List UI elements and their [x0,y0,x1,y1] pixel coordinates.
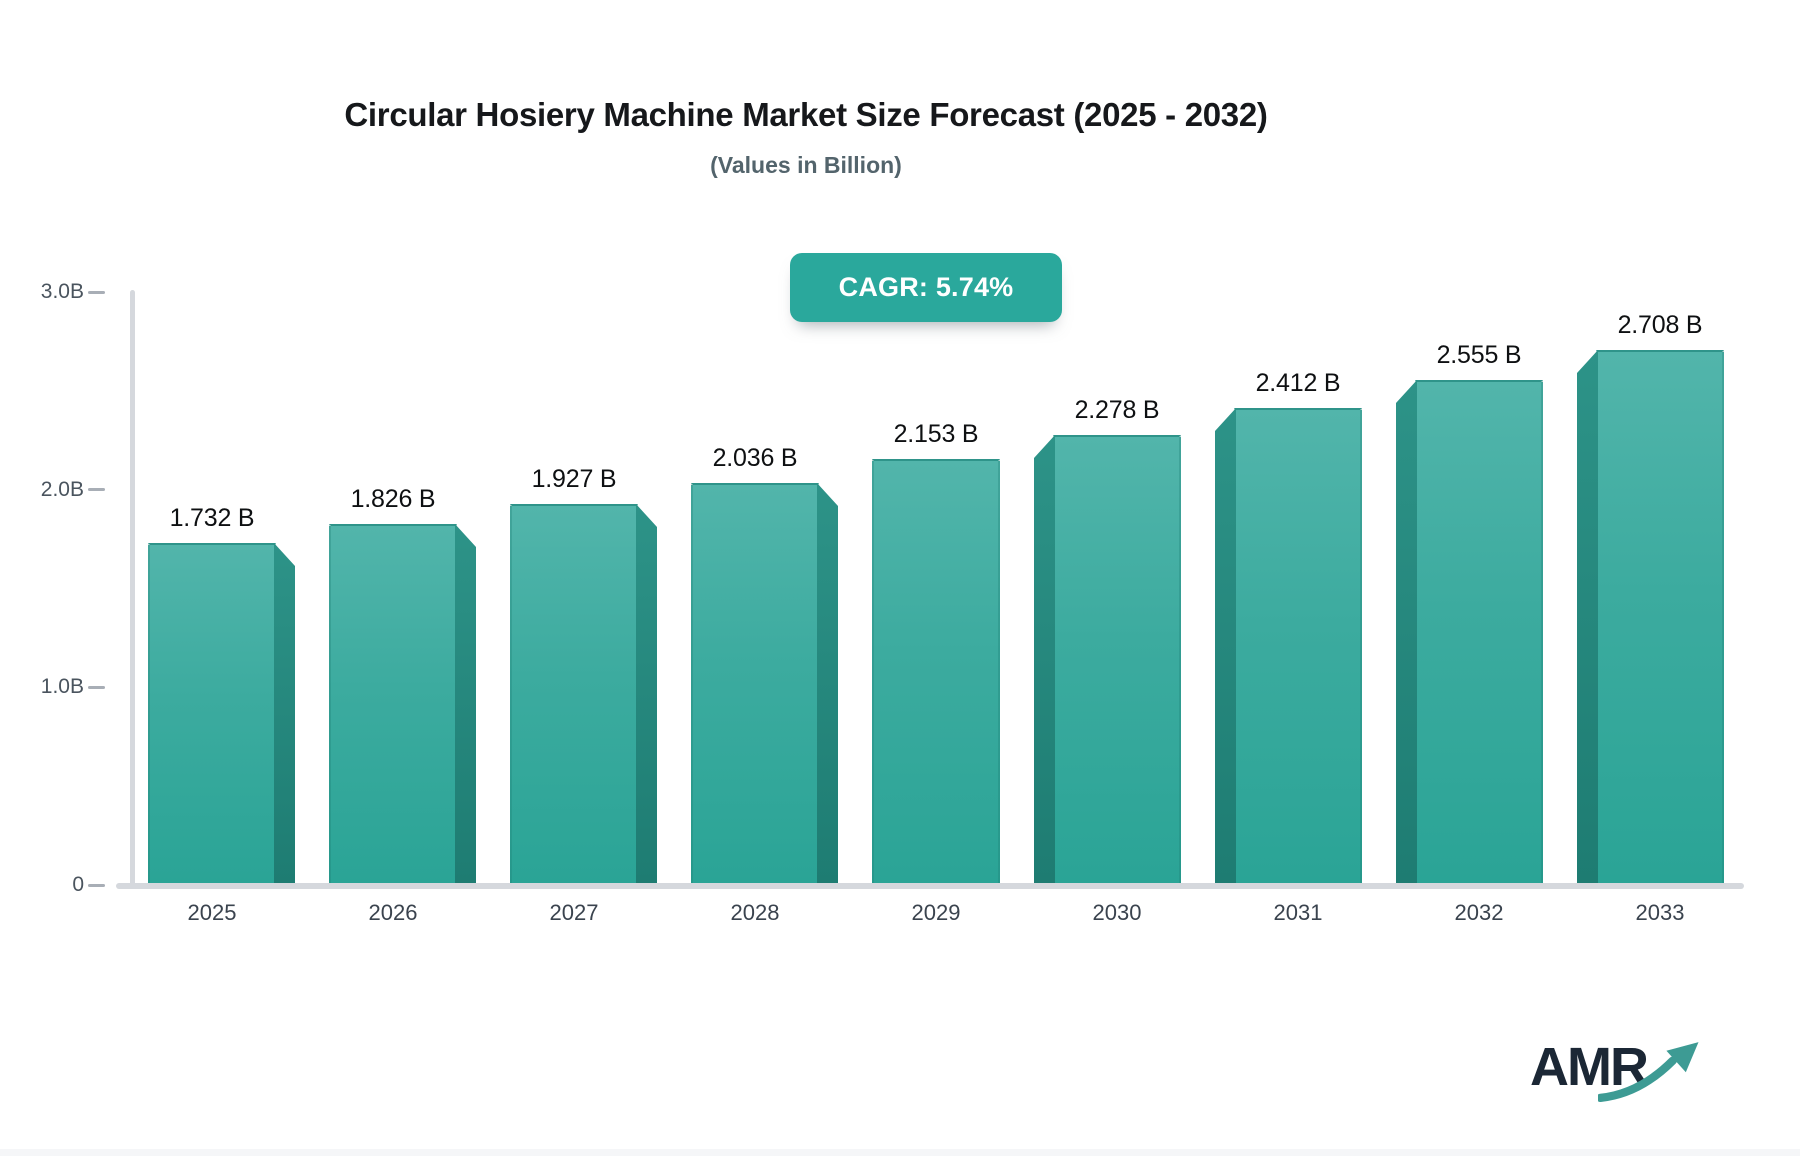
page-subtitle: (Values in Billion) [710,152,902,178]
x-axis-label: 2027 [549,900,599,925]
footer-strip [0,1149,1800,1156]
bar-face [1053,435,1181,885]
cagr-badge-label: CAGR: 5.74% [838,272,1014,302]
y-tick-mark [88,883,105,887]
bar-2033: 2.708 B 2033 [1577,311,1724,925]
bar-value-label: 2.555 B [1436,341,1522,369]
x-axis-line [116,883,1744,889]
y-tick-label: 2.0B [40,477,84,501]
bar-2031: 2.412 B 2031 [1215,369,1362,925]
bar-face [872,459,1000,885]
bar-side-3d [1577,350,1598,885]
bar-side-3d [1034,435,1055,885]
bar-face [691,483,819,885]
y-tick-mark [88,290,105,294]
bar-side-3d [817,483,838,885]
x-axis-label: 2030 [1092,900,1142,925]
x-axis-label: 2025 [187,900,237,925]
x-axis-label: 2032 [1454,900,1504,925]
y-tick-label: 1.0B [40,675,84,699]
title-block: Circular Hosiery Machine Market Size For… [0,96,1612,179]
bar-2026: 1.826 B 2026 [329,485,476,925]
bar-face [510,504,638,885]
y-tick-label: 3.0B [40,280,84,303]
x-axis-label: 2033 [1635,900,1685,925]
bar-2030: 2.278 B 2030 [1034,396,1181,925]
y-tick-mark [88,488,105,492]
bar-value-label: 2.278 B [1074,396,1160,424]
bar-side-3d [455,524,476,885]
bar-face [1234,408,1362,885]
bar-face [1596,350,1724,885]
x-axis-label: 2029 [911,900,961,925]
x-axis-label: 2026 [368,900,418,925]
amr-logo: AMR [1530,1036,1710,1116]
bar-2029: 2.153 B 2029 [872,420,1000,925]
bar-value-label: 1.826 B [350,485,436,513]
bar-value-label: 2.153 B [893,420,979,448]
bar-side-3d [1215,408,1236,885]
x-axis-label: 2031 [1273,900,1323,925]
cagr-badge: CAGR: 5.74% [790,253,1062,322]
bar-side-3d [274,543,295,885]
bar-face [148,543,276,885]
bar-value-label: 1.732 B [169,504,255,532]
page-title: Circular Hosiery Machine Market Size For… [344,96,1268,133]
bar-side-3d [1396,380,1417,885]
y-tick-mark [88,685,105,689]
y-axis-line [130,290,135,886]
bar-value-label: 2.412 B [1255,369,1341,397]
bar-2025: 1.732 B 2025 [148,504,295,925]
y-tick-label: 0 [72,873,84,896]
bar-2032: 2.555 B 2032 [1396,341,1543,925]
bar-2027: 1.927 B 2027 [510,465,657,925]
bar-face [329,524,457,885]
bar-2028: 2.036 B 2028 [691,444,838,925]
bar-value-label: 1.927 B [531,465,617,493]
growth-arrow-icon [1598,1042,1699,1102]
bar-value-label: 2.708 B [1617,311,1703,339]
bar-face [1415,380,1543,885]
bar-value-label: 2.036 B [712,444,798,472]
bar-side-3d [636,504,657,885]
x-axis-label: 2028 [730,900,780,925]
